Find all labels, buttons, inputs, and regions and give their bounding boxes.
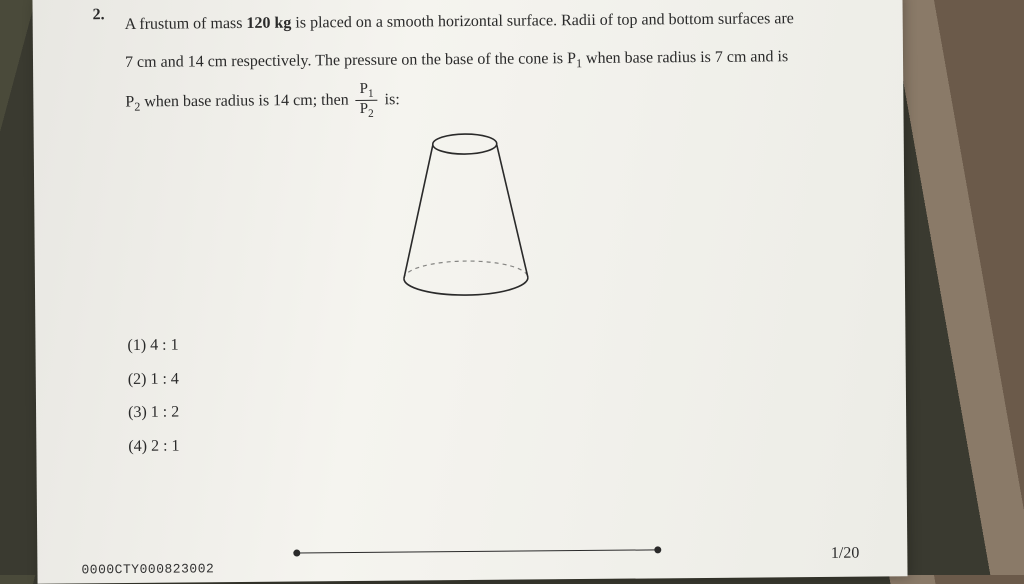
page-number: 1/20 bbox=[831, 545, 860, 563]
q-mass: 120 kg bbox=[246, 15, 291, 32]
side-right bbox=[497, 144, 528, 277]
q-text-3b: when base radius is 14 cm; then bbox=[140, 91, 353, 110]
q-text-3c: is: bbox=[381, 91, 400, 108]
divider-line bbox=[297, 549, 657, 553]
question-text: A frustum of mass 120 kg is placed on a … bbox=[125, 0, 867, 463]
option-4[interactable]: (4) 2 : 1 bbox=[128, 423, 866, 463]
exam-paper: 2. A frustum of mass 120 kg is placed on… bbox=[32, 0, 907, 584]
fraction: P1P2 bbox=[356, 81, 378, 121]
q-text-1a: A frustum of mass bbox=[125, 15, 247, 33]
frac-den-p: P bbox=[360, 101, 368, 117]
frac-den-sub: 2 bbox=[368, 108, 374, 120]
q-text-1b: is placed on a smooth horizontal surface… bbox=[291, 10, 794, 31]
bottom-ellipse-back bbox=[404, 260, 528, 278]
q-text-2b: when base radius is 7 cm and is bbox=[582, 49, 788, 68]
side-left bbox=[403, 145, 434, 278]
bottom-ellipse-front bbox=[404, 277, 528, 295]
q-text-3a: P bbox=[125, 93, 134, 110]
frustum-diagram bbox=[66, 124, 866, 321]
frac-num-p: P bbox=[360, 81, 368, 97]
question-block: 2. A frustum of mass 120 kg is placed on… bbox=[93, 0, 867, 464]
frustum-svg bbox=[365, 127, 567, 304]
frac-num-sub: 1 bbox=[368, 88, 374, 100]
top-ellipse bbox=[433, 133, 497, 154]
answer-options: (1) 4 : 1 (2) 1 : 4 (3) 1 : 2 (4) 2 : 1 bbox=[127, 322, 866, 463]
q-text-2a: 7 cm and 14 cm respectively. The pressur… bbox=[125, 50, 576, 71]
